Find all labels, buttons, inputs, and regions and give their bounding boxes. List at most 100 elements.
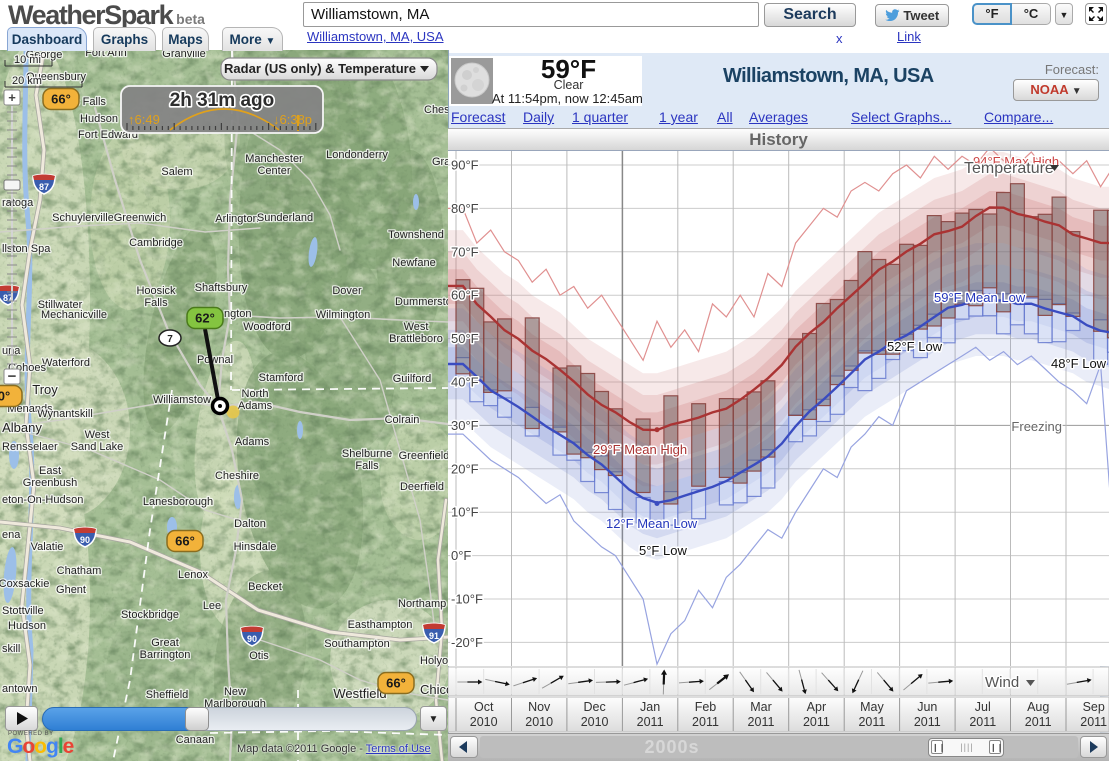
svg-text:Sunderland: Sunderland	[257, 212, 313, 224]
svg-text:Queensbury: Queensbury	[26, 71, 86, 83]
svg-text:Stamford: Stamford	[259, 372, 304, 384]
svg-text:Grat: Grat	[432, 156, 448, 168]
svg-text:66°: 66°	[175, 534, 195, 549]
svg-text:Radar (US only) & Temperature: Radar (US only) & Temperature	[224, 61, 416, 76]
svg-text:Great: Great	[151, 637, 179, 649]
svg-text:Londonderry: Londonderry	[326, 149, 388, 161]
svg-text:Easthampton: Easthampton	[348, 619, 413, 631]
svg-text:Freezing: Freezing	[1011, 419, 1062, 434]
svg-text:Oct: Oct	[474, 700, 494, 714]
svg-text:Southampton: Southampton	[324, 638, 389, 650]
svg-text:5°F Low: 5°F Low	[639, 543, 687, 558]
svg-text:Dummersto: Dummersto	[395, 296, 448, 308]
svg-text:Brattleboro: Brattleboro	[389, 333, 443, 345]
svg-text:Stillwater: Stillwater	[38, 299, 83, 311]
svg-text:52°F Low: 52°F Low	[887, 339, 943, 354]
svg-text:ena: ena	[2, 529, 21, 541]
svg-text:90: 90	[80, 535, 90, 545]
svg-text:7: 7	[167, 334, 173, 345]
svg-text:50°F: 50°F	[451, 331, 479, 346]
svg-text:-20°F: -20°F	[451, 635, 483, 650]
svg-text:59°F Mean Low: 59°F Mean Low	[934, 290, 1026, 305]
svg-text:20 km: 20 km	[12, 75, 42, 87]
svg-text:Cambridge: Cambridge	[129, 237, 183, 249]
svg-text:2011: 2011	[1025, 715, 1052, 729]
svg-text:2010: 2010	[581, 715, 609, 729]
svg-text:Deerfield: Deerfield	[400, 481, 444, 493]
svg-text:Becket: Becket	[248, 581, 282, 593]
svg-text:Sheffield: Sheffield	[146, 689, 189, 701]
svg-text:29°F Mean High: 29°F Mean High	[593, 442, 687, 457]
svg-text:Apr: Apr	[807, 700, 826, 714]
svg-text:New: New	[224, 686, 246, 698]
svg-text:Wynantskill: Wynantskill	[37, 408, 93, 420]
svg-text:Canaan: Canaan	[176, 734, 215, 746]
svg-text:91: 91	[429, 631, 439, 641]
svg-text:2010: 2010	[525, 715, 553, 729]
svg-text:Stockbridge: Stockbridge	[121, 609, 179, 621]
svg-text:Newfane: Newfane	[392, 257, 435, 269]
svg-text:2011: 2011	[692, 715, 719, 729]
svg-text:↓6:38p: ↓6:38p	[273, 112, 312, 127]
svg-text:+: +	[8, 90, 16, 105]
svg-text:Fort Ann: Fort Ann	[85, 50, 127, 59]
svg-text:Falls: Falls	[144, 297, 168, 309]
svg-text:2011: 2011	[637, 715, 664, 729]
svg-text:10°F: 10°F	[451, 505, 479, 520]
svg-text:Shelburne: Shelburne	[342, 448, 392, 460]
svg-text:40°F: 40°F	[451, 375, 479, 390]
svg-text:West: West	[85, 429, 110, 441]
svg-text:80°F: 80°F	[451, 201, 479, 216]
svg-text:Wilmington: Wilmington	[316, 309, 370, 321]
svg-text:Jun: Jun	[917, 700, 937, 714]
svg-text:Mar: Mar	[750, 700, 772, 714]
svg-text:Woodford: Woodford	[243, 321, 291, 333]
svg-text:Barrington: Barrington	[140, 649, 191, 661]
svg-text:Hudson: Hudson	[80, 113, 118, 125]
svg-text:llston Spa: llston Spa	[2, 243, 51, 255]
svg-text:Valatie: Valatie	[31, 541, 64, 553]
svg-text:West: West	[404, 321, 429, 333]
svg-text:62°: 62°	[195, 311, 215, 326]
svg-text:Cheshire: Cheshire	[215, 470, 259, 482]
svg-text:Albany: Albany	[2, 420, 42, 435]
svg-text:Wind: Wind	[985, 674, 1019, 691]
svg-text:Jan: Jan	[640, 700, 660, 714]
svg-text:Greenwich: Greenwich	[114, 212, 167, 224]
svg-text:Aug: Aug	[1027, 700, 1049, 714]
svg-text:Center: Center	[257, 165, 290, 177]
svg-text:66°: 66°	[51, 92, 71, 107]
svg-text:2011: 2011	[858, 715, 885, 729]
svg-text:Pownal: Pownal	[197, 354, 233, 366]
svg-text:Salem: Salem	[161, 166, 192, 178]
svg-text:70°F: 70°F	[451, 244, 479, 259]
svg-text:Holyo: Holyo	[420, 655, 448, 667]
svg-text:Mechanicville: Mechanicville	[41, 309, 107, 321]
svg-text:ratoga: ratoga	[2, 197, 34, 209]
svg-text:48°F Low: 48°F Low	[1051, 356, 1107, 371]
svg-text:-10°F: -10°F	[451, 592, 483, 607]
svg-text:Troy: Troy	[32, 382, 58, 397]
svg-text:Hinsdale: Hinsdale	[234, 541, 277, 553]
svg-text:George: George	[26, 50, 63, 61]
svg-text:ngton: ngton	[224, 308, 252, 320]
svg-text:East: East	[39, 465, 61, 477]
svg-text:Dalton: Dalton	[234, 518, 266, 530]
svg-text:Chico: Chico	[420, 682, 448, 697]
svg-text:s Falls: s Falls	[74, 96, 106, 108]
svg-text:Rensselaer: Rensselaer	[2, 441, 58, 453]
svg-text:Sep: Sep	[1083, 700, 1105, 714]
svg-text:2011: 2011	[1080, 715, 1107, 729]
svg-text:Nov: Nov	[528, 700, 551, 714]
svg-text:Stottville: Stottville	[2, 605, 44, 617]
svg-text:Chatham: Chatham	[57, 565, 102, 577]
svg-text:66°: 66°	[386, 676, 406, 691]
svg-text:Greenfield: Greenfield	[399, 450, 448, 462]
svg-text:Lee: Lee	[203, 600, 221, 612]
svg-text:−: −	[8, 368, 17, 385]
svg-text:Waterford: Waterford	[42, 357, 90, 369]
svg-text:Otis: Otis	[249, 650, 269, 662]
svg-text:May: May	[860, 700, 884, 714]
svg-text:2h 31m ago: 2h 31m ago	[170, 90, 275, 111]
svg-text:Feb: Feb	[695, 700, 717, 714]
